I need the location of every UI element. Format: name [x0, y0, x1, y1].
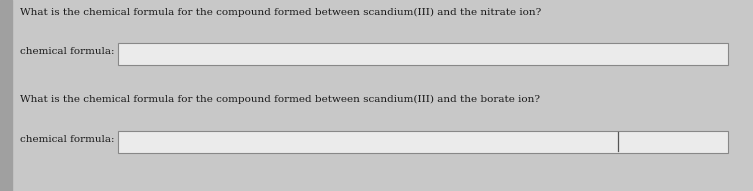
Bar — [0, 0, 12, 191]
Text: What is the chemical formula for the compound formed between scandium(III) and t: What is the chemical formula for the com… — [20, 8, 541, 17]
Text: chemical formula:: chemical formula: — [20, 48, 114, 57]
Text: chemical formula:: chemical formula: — [20, 135, 114, 145]
FancyBboxPatch shape — [118, 131, 728, 153]
FancyBboxPatch shape — [118, 43, 728, 65]
Text: What is the chemical formula for the compound formed between scandium(III) and t: What is the chemical formula for the com… — [20, 95, 540, 104]
